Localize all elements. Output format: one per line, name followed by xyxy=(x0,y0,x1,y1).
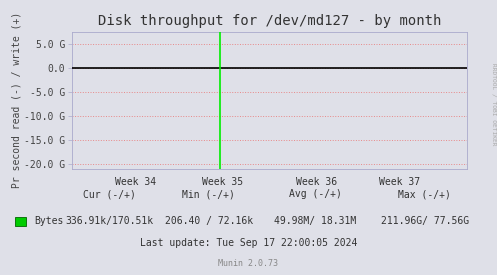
Text: Bytes: Bytes xyxy=(34,216,63,226)
Text: Week 34: Week 34 xyxy=(115,177,156,187)
Text: Week 37: Week 37 xyxy=(379,177,420,187)
Text: Cur (-/+): Cur (-/+) xyxy=(83,189,136,199)
Title: Disk throughput for /dev/md127 - by month: Disk throughput for /dev/md127 - by mont… xyxy=(98,14,441,28)
Text: Max (-/+): Max (-/+) xyxy=(399,189,451,199)
Text: RRDTOOL / TOBI OETIKER: RRDTOOL / TOBI OETIKER xyxy=(491,63,496,146)
Text: 336.91k/170.51k: 336.91k/170.51k xyxy=(65,216,154,226)
Text: Week 35: Week 35 xyxy=(202,177,243,187)
Text: 211.96G/ 77.56G: 211.96G/ 77.56G xyxy=(381,216,469,226)
Text: Last update: Tue Sep 17 22:00:05 2024: Last update: Tue Sep 17 22:00:05 2024 xyxy=(140,238,357,248)
Text: Avg (-/+): Avg (-/+) xyxy=(289,189,342,199)
Y-axis label: Pr second read (-) / write (+): Pr second read (-) / write (+) xyxy=(11,12,21,188)
Text: 206.40 / 72.16k: 206.40 / 72.16k xyxy=(165,216,253,226)
Text: Week 36: Week 36 xyxy=(297,177,337,187)
Text: Munin 2.0.73: Munin 2.0.73 xyxy=(219,259,278,268)
Text: Min (-/+): Min (-/+) xyxy=(182,189,235,199)
Text: 49.98M/ 18.31M: 49.98M/ 18.31M xyxy=(274,216,357,226)
